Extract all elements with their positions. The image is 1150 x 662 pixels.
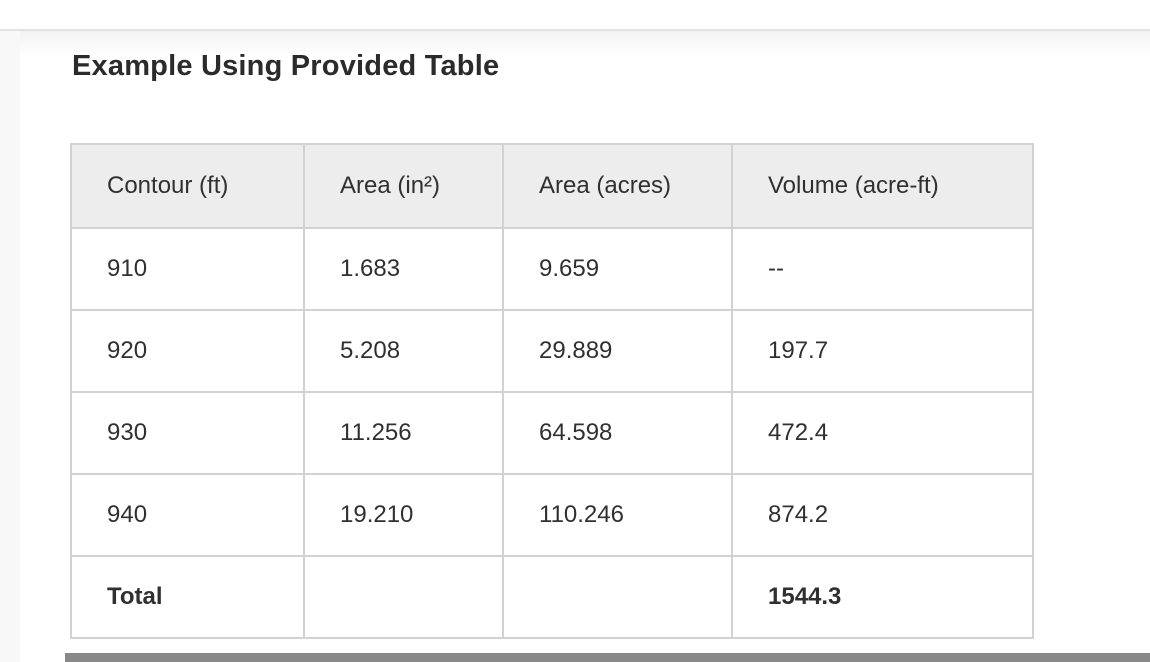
- table-cell: 197.7: [731, 309, 1034, 393]
- table-cell: 11.256: [303, 391, 504, 475]
- table-cell: 29.889: [502, 309, 733, 393]
- horizontal-scrollbar-thumb[interactable]: [65, 653, 1150, 662]
- empty-cell: [303, 555, 504, 639]
- table-cell: 472.4: [731, 391, 1034, 475]
- table-cell: 940: [70, 473, 305, 557]
- empty-cell: [502, 555, 733, 639]
- table-cell: 930: [70, 391, 305, 475]
- table-cell: 64.598: [502, 391, 733, 475]
- contour-area-volume-table: Contour (ft) Area (in²) Area (acres) Vol…: [70, 143, 1034, 639]
- table-cell: 110.246: [502, 473, 733, 557]
- top-bar: [0, 0, 1150, 31]
- total-label: Total: [70, 555, 305, 639]
- header-row: Contour (ft) Area (in²) Area (acres) Vol…: [70, 143, 1034, 229]
- table-cell: 5.208: [303, 309, 504, 393]
- total-volume-value: 1544.3: [731, 555, 1034, 639]
- total-row: Total 1544.3: [70, 555, 1034, 639]
- column-header-area-acres: Area (acres): [502, 143, 733, 229]
- column-header-contour: Contour (ft): [70, 143, 305, 229]
- table-cell: 874.2: [731, 473, 1034, 557]
- left-gutter: [0, 31, 20, 662]
- table-cell: 1.683: [303, 227, 504, 311]
- table-cell: 19.210: [303, 473, 504, 557]
- table-cell: --: [731, 227, 1034, 311]
- column-header-area-in2: Area (in²): [303, 143, 504, 229]
- table-cell: 910: [70, 227, 305, 311]
- table-row: 920 5.208 29.889 197.7: [70, 309, 1034, 393]
- table-cell: 9.659: [502, 227, 733, 311]
- column-header-volume: Volume (acre-ft): [731, 143, 1034, 229]
- table-row: 930 11.256 64.598 472.4: [70, 391, 1034, 475]
- table-cell: 920: [70, 309, 305, 393]
- table-row: 940 19.210 110.246 874.2: [70, 473, 1034, 557]
- table-row: 910 1.683 9.659 --: [70, 227, 1034, 311]
- section-heading: Example Using Provided Table: [72, 50, 500, 82]
